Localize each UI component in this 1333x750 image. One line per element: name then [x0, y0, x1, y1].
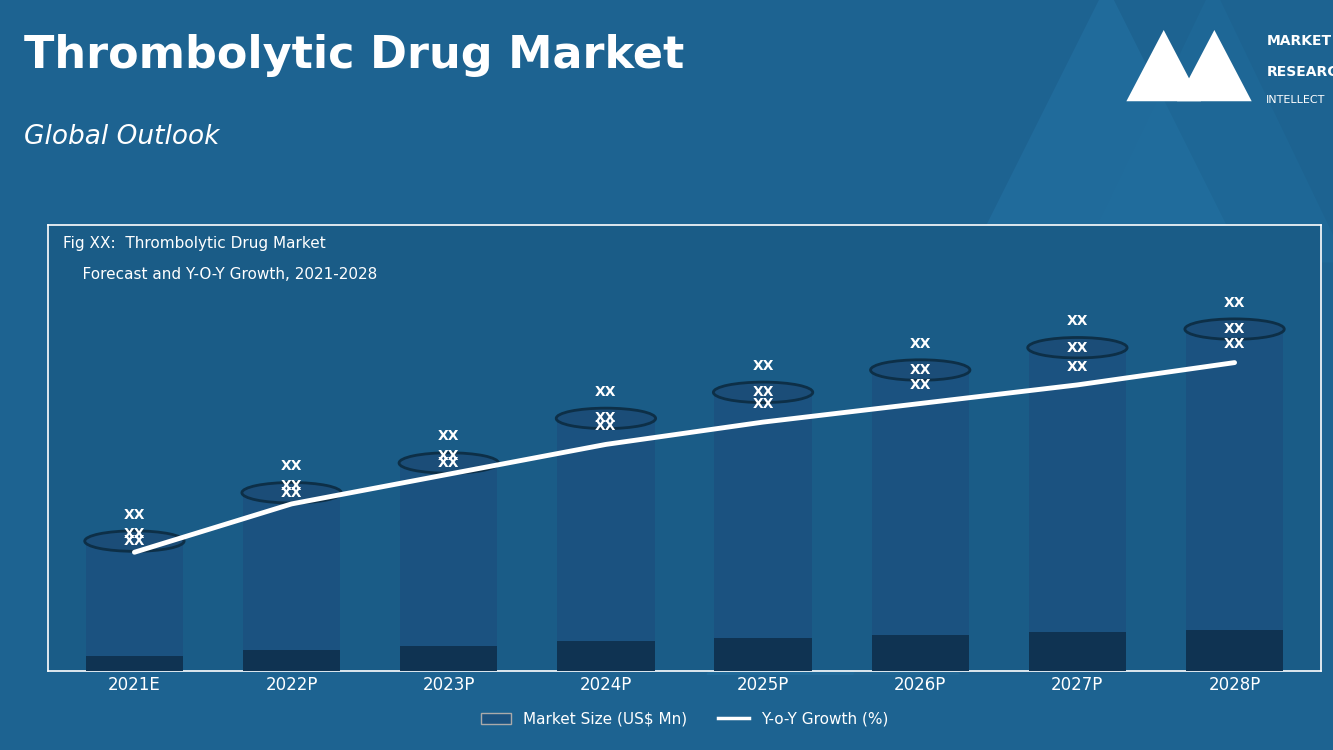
- Text: MARKET: MARKET: [1266, 34, 1332, 48]
- Ellipse shape: [399, 453, 499, 473]
- Text: XX: XX: [909, 337, 930, 350]
- FancyBboxPatch shape: [85, 541, 183, 671]
- FancyBboxPatch shape: [243, 493, 340, 671]
- FancyBboxPatch shape: [1186, 329, 1284, 671]
- Ellipse shape: [1028, 338, 1128, 358]
- Text: XX: XX: [909, 363, 930, 377]
- Text: XX: XX: [1224, 322, 1245, 336]
- Ellipse shape: [1185, 319, 1284, 339]
- Text: XX: XX: [439, 456, 460, 470]
- Ellipse shape: [85, 531, 184, 551]
- Text: XX: XX: [752, 386, 774, 399]
- Text: XX: XX: [752, 397, 774, 411]
- FancyBboxPatch shape: [1029, 348, 1126, 671]
- FancyBboxPatch shape: [714, 638, 812, 671]
- Text: Fig XX:  Thrombolytic Drug Market: Fig XX: Thrombolytic Drug Market: [63, 236, 327, 251]
- Polygon shape: [1126, 30, 1201, 101]
- Polygon shape: [1080, 0, 1333, 262]
- Text: XX: XX: [439, 430, 460, 443]
- Text: XX: XX: [595, 385, 617, 399]
- FancyBboxPatch shape: [557, 419, 655, 671]
- Text: XX: XX: [1066, 314, 1088, 328]
- Text: XX: XX: [124, 534, 145, 548]
- FancyBboxPatch shape: [714, 392, 812, 671]
- Polygon shape: [986, 0, 1226, 225]
- Text: XX: XX: [439, 449, 460, 463]
- Text: XX: XX: [1224, 338, 1245, 352]
- Text: XX: XX: [909, 378, 930, 392]
- Ellipse shape: [870, 360, 970, 380]
- Text: XX: XX: [281, 478, 303, 493]
- FancyBboxPatch shape: [1029, 632, 1126, 671]
- Text: XX: XX: [1224, 296, 1245, 310]
- Text: INTELLECT: INTELLECT: [1266, 95, 1326, 105]
- Polygon shape: [1177, 30, 1252, 101]
- Legend: Market Size (US$ Mn), Y-o-Y Growth (%): Market Size (US$ Mn), Y-o-Y Growth (%): [475, 706, 894, 733]
- Text: RESEARCH: RESEARCH: [1266, 65, 1333, 80]
- Text: Thrombolytic Drug Market: Thrombolytic Drug Market: [24, 34, 684, 76]
- FancyBboxPatch shape: [1186, 630, 1284, 671]
- Ellipse shape: [241, 482, 341, 503]
- FancyBboxPatch shape: [872, 635, 969, 671]
- Text: XX: XX: [1066, 360, 1088, 374]
- Text: XX: XX: [281, 486, 303, 500]
- Text: Forecast and Y-O-Y Growth, 2021-2028: Forecast and Y-O-Y Growth, 2021-2028: [63, 268, 377, 283]
- Text: XX: XX: [281, 459, 303, 473]
- Text: Global Outlook: Global Outlook: [24, 124, 220, 150]
- FancyBboxPatch shape: [400, 646, 497, 671]
- Polygon shape: [853, 375, 1120, 675]
- Text: XX: XX: [124, 508, 145, 521]
- Text: XX: XX: [752, 358, 774, 373]
- FancyBboxPatch shape: [243, 650, 340, 671]
- Ellipse shape: [713, 382, 813, 403]
- Text: XX: XX: [595, 419, 617, 434]
- FancyBboxPatch shape: [400, 463, 497, 671]
- Text: XX: XX: [1066, 340, 1088, 355]
- FancyBboxPatch shape: [872, 370, 969, 671]
- Polygon shape: [706, 360, 960, 675]
- FancyBboxPatch shape: [85, 656, 183, 671]
- Text: XX: XX: [124, 527, 145, 541]
- FancyBboxPatch shape: [557, 641, 655, 671]
- Ellipse shape: [556, 408, 656, 428]
- Text: XX: XX: [595, 411, 617, 425]
